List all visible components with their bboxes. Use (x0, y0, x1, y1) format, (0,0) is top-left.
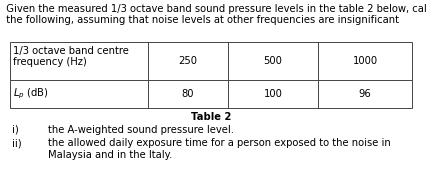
Text: 80: 80 (181, 89, 194, 99)
Text: ii): ii) (12, 138, 22, 148)
Text: Given the measured 1/3 octave band sound pressure levels in the table 2 below, c: Given the measured 1/3 octave band sound… (0, 4, 426, 14)
Text: $L_p$ (dB): $L_p$ (dB) (13, 87, 49, 101)
Text: 1000: 1000 (351, 56, 377, 66)
Text: the A-weighted sound pressure level.: the A-weighted sound pressure level. (48, 125, 233, 135)
Text: frequency (Hz): frequency (Hz) (13, 57, 86, 67)
Text: 96: 96 (358, 89, 371, 99)
Text: 500: 500 (263, 56, 282, 66)
Bar (10, 42, 411, 108)
Text: 250: 250 (178, 56, 197, 66)
Text: Table 2: Table 2 (190, 112, 230, 122)
Text: 1/3 octave band centre: 1/3 octave band centre (13, 46, 129, 56)
Text: 100: 100 (263, 89, 282, 99)
Text: Malaysia and in the Italy.: Malaysia and in the Italy. (48, 150, 172, 160)
Text: i): i) (12, 125, 19, 135)
Text: the allowed daily exposure time for a person exposed to the noise in: the allowed daily exposure time for a pe… (48, 138, 390, 148)
Text: the following, assuming that noise levels at other frequencies are insignificant: the following, assuming that noise level… (0, 15, 398, 25)
